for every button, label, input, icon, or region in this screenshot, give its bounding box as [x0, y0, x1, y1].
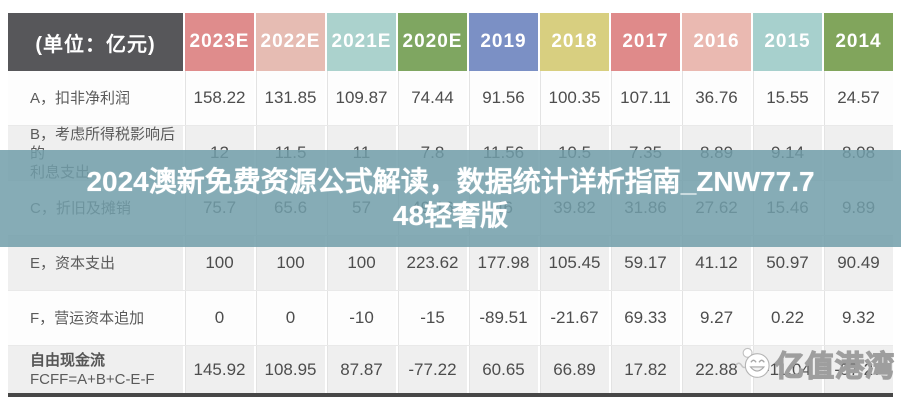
value-cell: 100 — [183, 236, 254, 290]
table-row: A，扣非净利润 158.22 131.85 109.87 74.44 91.56 100.3… — [8, 71, 893, 125]
value-cell: 223.62 — [396, 236, 467, 290]
value-cell: 100 — [254, 236, 325, 290]
column-header-2014: 2014 — [822, 13, 893, 71]
value-cell: -89.51 — [467, 291, 538, 345]
value-cell: 100 — [325, 236, 396, 290]
row-label-line1: F，营运资本追加 — [30, 309, 145, 327]
column-header-2018: 2018 — [538, 13, 609, 71]
row-label: F，营运资本追加 — [8, 291, 183, 345]
value-cell: 158.22 — [183, 71, 254, 125]
promo-banner: 2024澳新免费资源公式解读，数据统计详析指南_ZNW77.7 48轻奢版 — [0, 150, 901, 247]
value-cell: 60.65 — [467, 346, 538, 393]
value-cell: -10 — [325, 291, 396, 345]
smiley-face-icon — [735, 347, 770, 378]
row-label: 自由现金流 FCFF=A+B+C-E-F — [8, 346, 183, 393]
row-label-line2: FCFF=A+B+C-E-F — [30, 370, 155, 388]
row-label-line1: A，扣非净利润 — [30, 89, 131, 107]
unit-label: (单位：亿元) — [8, 13, 183, 71]
value-cell: -15 — [396, 291, 467, 345]
column-header-2022E: 2022E — [254, 13, 325, 71]
value-cell: 145.92 — [183, 346, 254, 393]
value-cell: 50.97 — [751, 236, 822, 290]
column-header-2017: 2017 — [609, 13, 680, 71]
value-cell: 36.76 — [680, 71, 751, 125]
value-cell: 0 — [254, 291, 325, 345]
column-header-2019: 2019 — [467, 13, 538, 71]
value-cell: 177.98 — [467, 236, 538, 290]
value-cell: 87.87 — [325, 346, 396, 393]
value-cell: -21.67 — [538, 291, 609, 345]
column-header-2015: 2015 — [751, 13, 822, 71]
value-cell: 105.45 — [538, 236, 609, 290]
value-cell: 91.56 — [467, 71, 538, 125]
row-label: E，资本支出 — [8, 236, 183, 290]
promo-banner-line-1: 2024澳新免费资源公式解读，数据统计详析指南_ZNW77.7 — [86, 165, 815, 197]
value-cell: -57.27 — [822, 346, 893, 393]
value-cell: 109.87 — [325, 71, 396, 125]
value-cell: 9.27 — [680, 291, 751, 345]
value-cell: 17.82 — [609, 346, 680, 393]
value-cell: 9.32 — [822, 291, 893, 345]
table-row: F，营运资本追加 0 0 -10 -15 -89.51 -21.67 69.33 9.27 0.2… — [8, 290, 893, 345]
value-cell: -77.22 — [396, 346, 467, 393]
table-header-row: (单位：亿元) 2023E 2022E 2021E 2020E 2019 2018 2017… — [8, 13, 893, 71]
value-cell: 59.17 — [609, 236, 680, 290]
watermark-text: 亿值港湾 — [774, 350, 895, 383]
watermark: 亿值港湾 — [735, 337, 895, 391]
column-header-2016: 2016 — [680, 13, 751, 71]
row-label: A，扣非净利润 — [8, 71, 183, 125]
promo-banner-line-2: 48轻奢版 — [392, 199, 509, 231]
value-cell: 131.85 — [254, 71, 325, 125]
value-cell: 90.49 — [822, 236, 893, 290]
value-cell: 41.12 — [680, 236, 751, 290]
row-label-line1: E，资本支出 — [30, 254, 116, 272]
value-cell: 24.57 — [822, 71, 893, 125]
value-cell: 66.89 — [538, 346, 609, 393]
column-header-2023E: 2023E — [183, 13, 254, 71]
value-cell: 0.22 — [751, 291, 822, 345]
value-cell: 107.11 — [609, 71, 680, 125]
value-cell: 15.55 — [751, 71, 822, 125]
column-header-2021E: 2021E — [325, 13, 396, 71]
column-header-2020E: 2020E — [396, 13, 467, 71]
value-cell: 0 — [183, 291, 254, 345]
value-cell: 22.88 — [680, 346, 751, 393]
value-cell: 108.95 — [254, 346, 325, 393]
value-cell: 74.44 — [396, 71, 467, 125]
row-label-line1: 自由现金流 — [30, 351, 106, 369]
value-cell: 69.33 — [609, 291, 680, 345]
value-cell: 100.35 — [538, 71, 609, 125]
